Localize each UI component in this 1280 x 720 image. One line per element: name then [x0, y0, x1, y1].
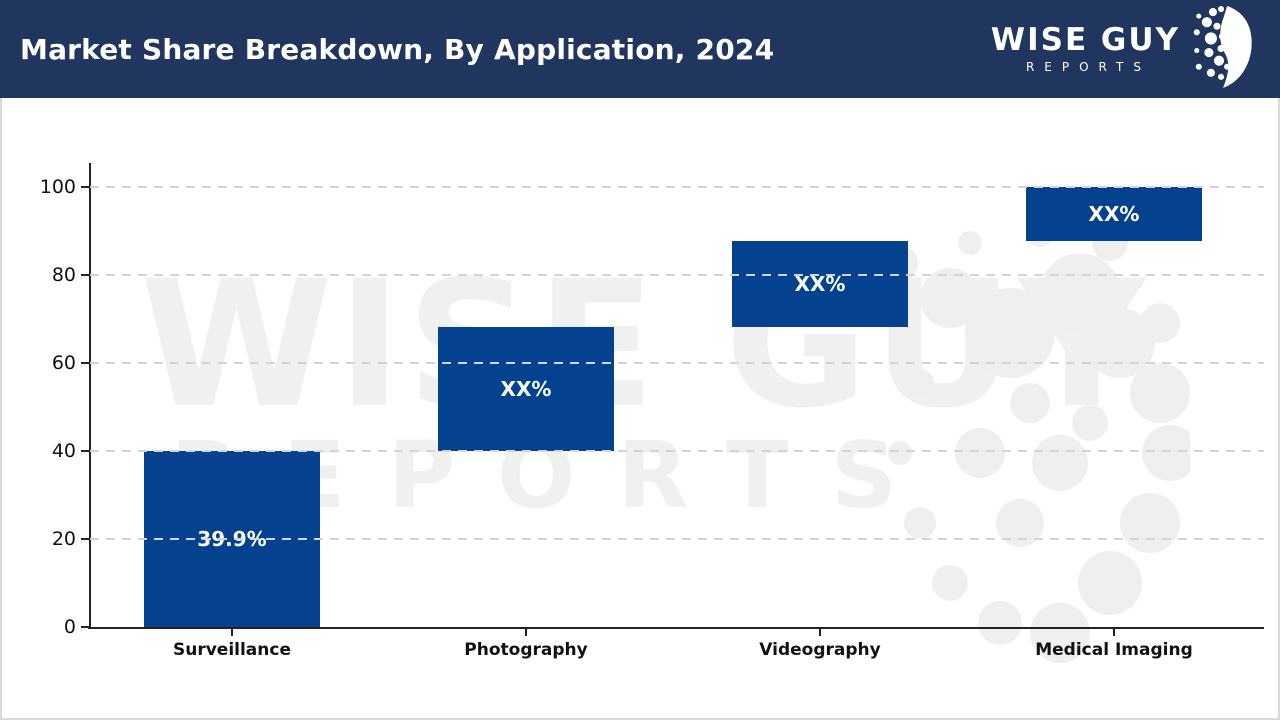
y-tick-40 — [81, 450, 90, 452]
gridline-100 — [90, 186, 1264, 188]
bar-medical-imaging: XX% — [1026, 187, 1202, 241]
bar-photography: XX% — [438, 327, 614, 452]
y-tick-100 — [81, 186, 90, 188]
watermark-text: WISE GUY — [140, 244, 1150, 447]
x-tick-2 — [819, 627, 821, 636]
y-tick-label-60: 60 — [51, 352, 76, 374]
y-tick-20 — [81, 538, 90, 540]
y-tick-80 — [81, 274, 90, 276]
y-tick-label-20: 20 — [51, 528, 76, 550]
x-category-label-2: Videography — [759, 640, 881, 660]
x-axis-line — [88, 627, 1264, 629]
y-tick-label-100: 100 — [39, 176, 76, 198]
y-tick-label-80: 80 — [51, 264, 76, 286]
x-category-label-0: Surveillance — [172, 640, 291, 660]
gridline-60 — [90, 362, 1264, 364]
bar-value-label: XX% — [500, 377, 552, 402]
brand-logo: WISE GUY REPORTS — [991, 4, 1254, 94]
x-category-label-1: Photography — [464, 640, 588, 660]
bar-value-label: XX% — [1088, 201, 1140, 226]
brand-subtitle: REPORTS — [1025, 59, 1151, 74]
face-dots-icon — [1182, 4, 1254, 94]
header-bar: Market Share Breakdown, By Application, … — [0, 0, 1280, 98]
x-tick-0 — [231, 627, 233, 636]
gridline-40 — [90, 450, 1264, 452]
y-tick-60 — [81, 362, 90, 364]
gridline-80 — [90, 274, 1264, 276]
y-tick-label-40: 40 — [51, 440, 76, 462]
x-category-label-3: Medical Imaging — [1035, 640, 1193, 660]
y-axis-line — [89, 163, 91, 629]
x-tick-1 — [525, 627, 527, 636]
gridline-20 — [90, 538, 1264, 540]
chart-area: WISE GUY REPORTS 0 20 40 60 80 100 39.9% Survei… — [0, 98, 1280, 720]
brand-name: WISE GUY — [990, 21, 1180, 58]
bar-videography: XX% — [732, 240, 908, 328]
x-tick-3 — [1113, 627, 1115, 636]
y-tick-label-0: 0 — [63, 616, 76, 638]
brand-logo-text: WISE GUY REPORTS — [990, 21, 1180, 74]
bar-value-label: XX% — [794, 272, 846, 296]
page-title: Market Share Breakdown, By Application, … — [20, 32, 775, 66]
y-tick-0 — [81, 626, 90, 628]
